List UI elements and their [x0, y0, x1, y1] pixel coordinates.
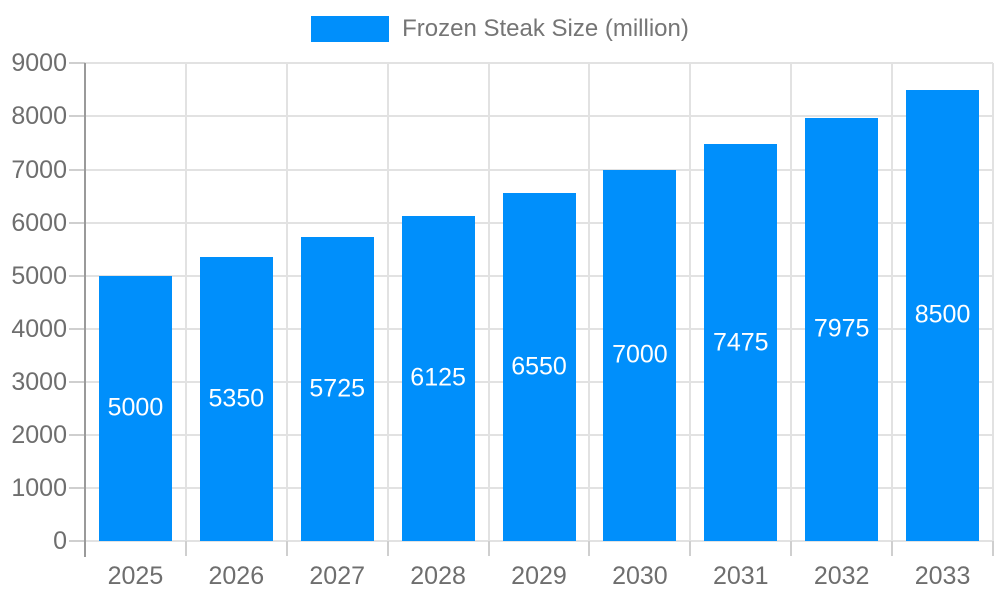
bar-value-label: 5350 — [208, 384, 265, 413]
x-gridline — [992, 63, 994, 541]
bar-2032[interactable]: 7975 — [805, 117, 879, 541]
bar-value-label: 6125 — [410, 363, 466, 392]
x-gridline — [588, 63, 591, 541]
bar-value-label: 5000 — [107, 393, 164, 422]
bar-2026[interactable]: 5350 — [199, 257, 273, 541]
x-gridline — [386, 63, 389, 541]
bar-2031[interactable]: 7475 — [704, 144, 778, 541]
x-gridline — [285, 63, 288, 541]
bar-2025[interactable]: 5000 — [98, 275, 172, 541]
y-axis-line — [84, 63, 86, 557]
y-gridline — [85, 540, 993, 542]
legend-swatch-icon — [311, 16, 390, 42]
legend[interactable]: Frozen Steak Size (million) — [0, 15, 1000, 43]
y-gridline — [85, 62, 993, 65]
y-axis-label: 1000 — [11, 473, 67, 502]
y-gridline — [85, 168, 993, 171]
x-gridline — [891, 63, 894, 541]
x-tick — [386, 541, 389, 556]
x-tick — [285, 541, 288, 556]
bar-2027[interactable]: 5725 — [300, 237, 374, 541]
x-axis-label-2033: 2033 — [914, 562, 971, 590]
x-axis-label-2025: 2025 — [107, 562, 164, 590]
y-tick — [69, 327, 85, 330]
y-tick — [69, 115, 85, 118]
x-tick — [790, 541, 793, 556]
bar-value-label: 7000 — [612, 340, 668, 369]
y-tick — [69, 540, 85, 542]
y-tick — [69, 221, 85, 224]
bar-2030[interactable]: 7000 — [603, 169, 677, 541]
y-tick — [69, 62, 85, 65]
x-tick — [689, 541, 692, 556]
x-gridline — [184, 63, 187, 541]
x-tick — [487, 541, 490, 556]
x-axis-label-2027: 2027 — [309, 562, 366, 590]
bar-value-label: 8500 — [914, 300, 971, 329]
x-tick — [891, 541, 894, 556]
x-gridline — [689, 63, 692, 541]
x-tick — [992, 541, 994, 556]
y-axis-label: 7000 — [11, 155, 67, 184]
y-axis-label: 3000 — [11, 367, 67, 396]
y-axis-label: 9000 — [11, 49, 67, 78]
x-axis-label-2032: 2032 — [813, 562, 870, 590]
x-axis-label-2028: 2028 — [410, 562, 466, 590]
x-tick — [184, 541, 187, 556]
legend-label: Frozen Steak Size (million) — [402, 15, 689, 42]
x-tick — [588, 541, 591, 556]
y-axis-label: 2000 — [11, 420, 67, 449]
y-gridline — [85, 115, 993, 118]
x-axis-label-2029: 2029 — [511, 562, 567, 590]
x-axis-label-2026: 2026 — [208, 562, 265, 590]
y-tick — [69, 274, 85, 277]
y-tick — [69, 486, 85, 489]
x-gridline — [487, 63, 490, 541]
x-axis-label-2031: 2031 — [712, 562, 769, 590]
x-axis-label-2030: 2030 — [612, 562, 668, 590]
bar-value-label: 7475 — [712, 328, 769, 357]
bar-2029[interactable]: 6550 — [502, 193, 576, 541]
y-axis-label: 5000 — [11, 261, 67, 290]
x-gridline — [790, 63, 793, 541]
bar-value-label: 6550 — [511, 352, 567, 381]
y-tick — [69, 168, 85, 171]
bar-2028[interactable]: 6125 — [401, 215, 475, 541]
bar-2033[interactable]: 8500 — [906, 89, 980, 541]
y-axis-label: 0 — [53, 527, 67, 555]
y-axis-label: 4000 — [11, 314, 67, 343]
bar-value-label: 7975 — [813, 314, 870, 343]
y-axis-label: 6000 — [11, 208, 67, 237]
y-axis-label: 8000 — [11, 102, 67, 131]
bar-value-label: 5725 — [309, 374, 366, 403]
y-tick — [69, 380, 85, 383]
y-tick — [69, 433, 85, 436]
